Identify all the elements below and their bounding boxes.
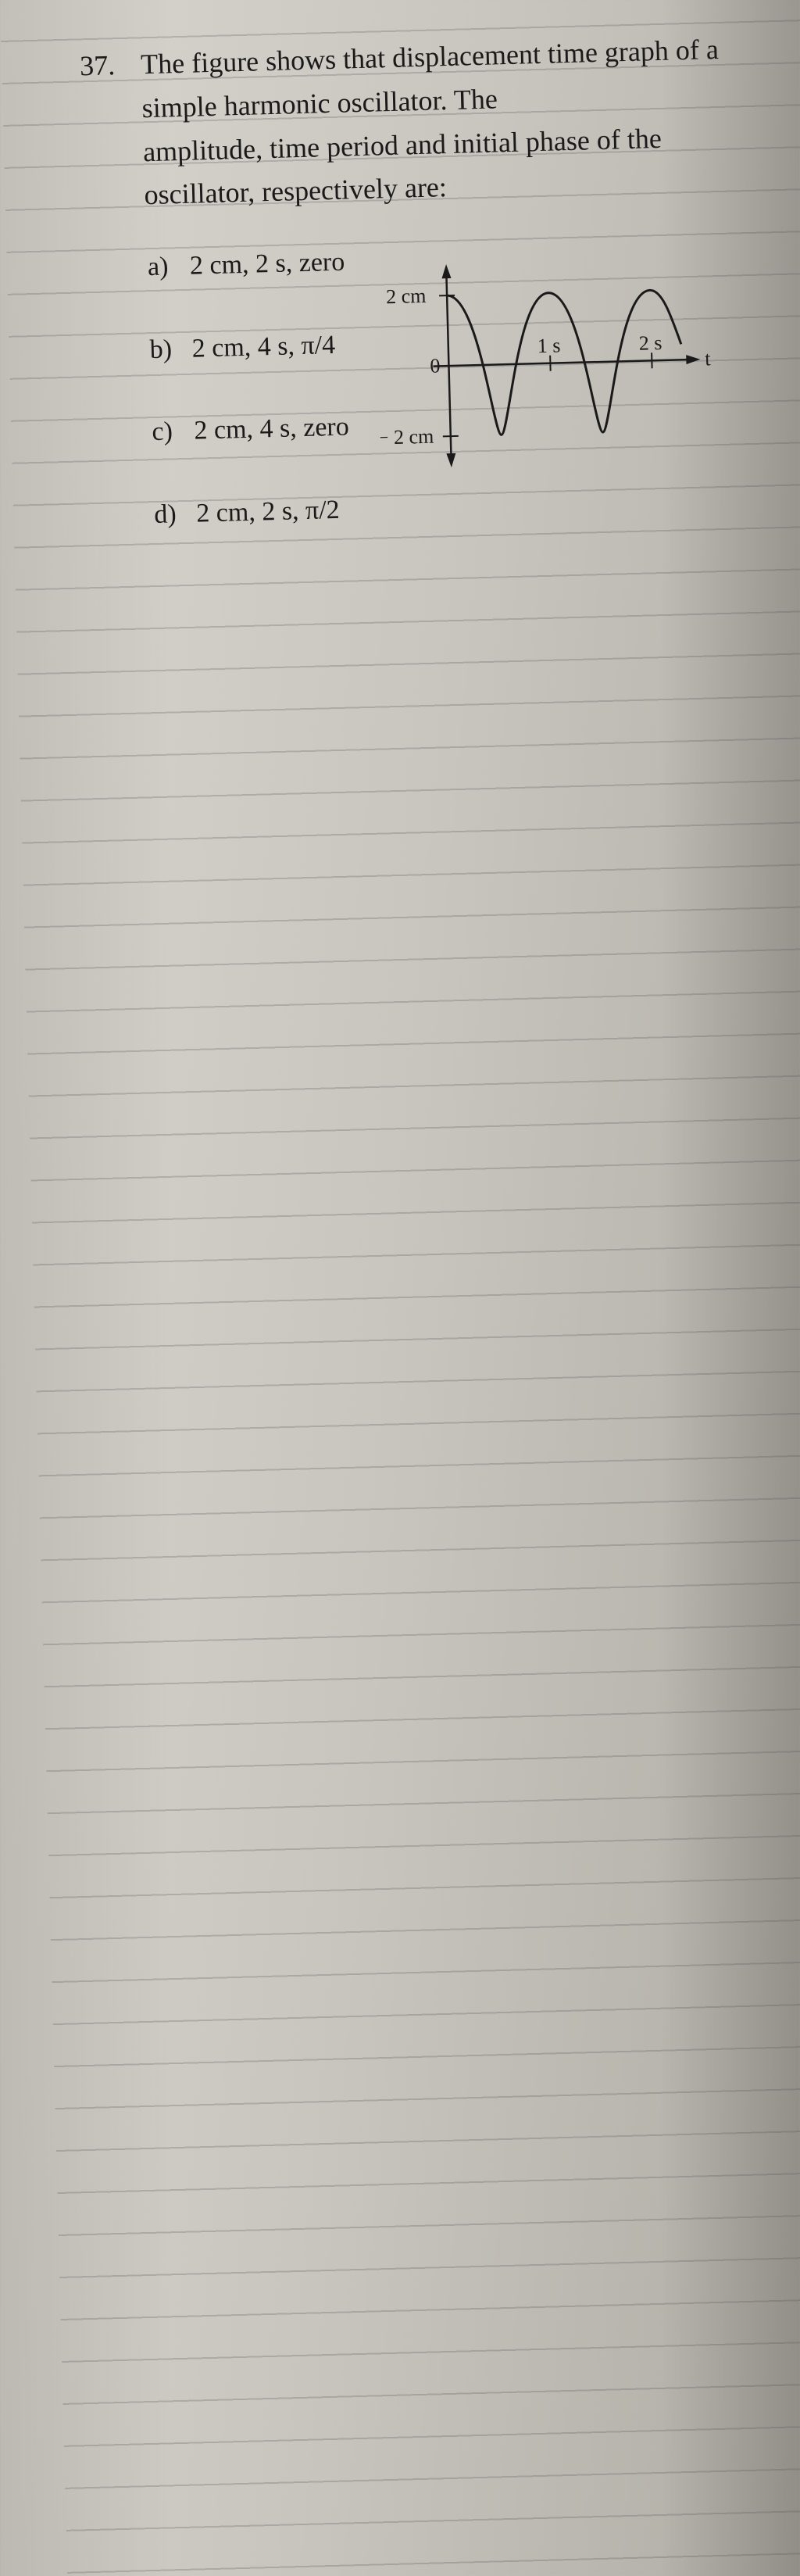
figure-container: 2 cm 0 − 2 cm 1 s 2 s t: [376, 232, 782, 492]
option-c: c) 2 cm, 4 s, zero: [152, 409, 349, 451]
question-line-1: The figure shows that displacement time …: [141, 34, 720, 123]
option-d-text: 2 cm, 2 s, π/2: [196, 492, 341, 532]
option-a-text: 2 cm, 2 s, zero: [189, 244, 345, 285]
shm-graph: 2 cm 0 − 2 cm 1 s 2 s t: [376, 234, 726, 492]
graph-x-tick1-label: 1 s: [538, 335, 561, 358]
option-a: a) 2 cm, 2 s, zero: [147, 244, 345, 286]
option-a-label: a): [147, 248, 179, 286]
option-b: b) 2 cm, 4 s, π/4: [149, 326, 347, 368]
graph-y-bottom-label: − 2 cm: [377, 425, 434, 449]
graph-y-top-label: 2 cm: [386, 284, 427, 308]
option-b-text: 2 cm, 4 s, π/4: [191, 327, 336, 367]
option-c-label: c): [152, 413, 184, 451]
option-b-label: b): [149, 331, 181, 369]
option-c-text: 2 cm, 4 s, zero: [194, 409, 349, 450]
option-d-label: d): [154, 496, 186, 534]
graph-x-tick2-label: 2 s: [639, 331, 662, 355]
option-d: d) 2 cm, 2 s, π/2: [154, 491, 352, 533]
graph-y-origin-label: 0: [430, 355, 441, 377]
options-list: a) 2 cm, 2 s, zero b) 2 cm, 4 s, π/4 c) …: [84, 244, 352, 581]
graph-x-axis-label: t: [705, 348, 712, 370]
question-line-2: amplitude, time period and initial phase…: [143, 122, 662, 210]
question-number: 37.: [80, 44, 131, 220]
question-row: 37. The figure shows that displacement t…: [80, 27, 775, 219]
question-text: The figure shows that displacement time …: [141, 27, 775, 217]
